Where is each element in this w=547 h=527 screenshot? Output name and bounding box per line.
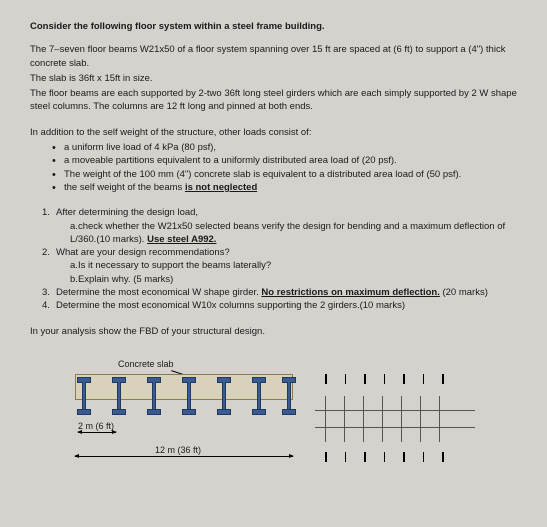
loads-intro: In addition to the self weight of the st… [30,126,517,139]
question-1: 1.After determining the design load, a.c… [42,206,517,246]
beam-icon [255,377,263,415]
tick-icon [345,452,347,462]
question-4: 4.Determine the most economical W10x col… [42,299,517,312]
beam-icon [150,377,158,415]
beam-icon [80,377,88,415]
question-1a: a.check whether the W21x50 selected bean… [70,220,517,247]
tick-icon [403,452,405,462]
beam-icon [220,377,228,415]
questions-list: 1.After determining the design load, a.c… [30,206,517,312]
beam-icon [285,377,293,415]
load-item: the self weight of the beams is not negl… [52,181,517,194]
load-item: The weight of the 100 mm (4") concrete s… [52,168,517,181]
slab-label: Concrete slab [118,358,174,371]
vline-icon [439,396,440,442]
beam-icon [185,377,193,415]
tick-icon [345,374,347,384]
tick-icon [442,374,444,384]
load-item: a uniform live load of 4 kPa (80 psf), [52,141,517,154]
vline-icon [325,396,326,442]
page-title: Consider the following floor system with… [30,20,517,33]
underline-text: is not neglected [185,182,257,193]
vline-icon [344,396,345,442]
tick-icon [325,452,327,462]
final-line: In your analysis show the FBD of your st… [30,325,517,338]
intro-paragraphs: The 7–seven floor beams W21x50 of a floo… [30,43,517,113]
intro-p3: The floor beams are each supported by 2-… [30,87,517,114]
question-2b: b.Explain why. (5 marks) [70,273,517,286]
tick-icon [364,374,366,384]
diagram: Concrete slab 2 m (6 ft) 12 m (36 ft) [30,356,517,466]
intro-p2: The slab is 36ft x 15ft in size. [30,72,517,85]
tick-icon [384,374,386,384]
tick-icon [423,452,425,462]
tick-icon [364,452,366,462]
question-2a: a.Is it necessary to support the beams l… [70,259,517,272]
vline-icon [382,396,383,442]
tick-icon [442,452,444,462]
dimension-arrow-icon [78,432,116,433]
tick-icon [403,374,405,384]
vline-icon [401,396,402,442]
beam-icon [115,377,123,415]
vline-icon [420,396,421,442]
tick-icon [325,374,327,384]
tick-icon [384,452,386,462]
hline-icon [315,427,475,428]
dimension-2m: 2 m (6 ft) [78,420,114,433]
question-2: 2.What are your design recommendations? … [42,246,517,286]
dimension-arrow-icon [75,456,293,457]
hline-icon [315,410,475,411]
vline-icon [363,396,364,442]
question-3: 3.Determine the most economical W shape … [42,286,517,299]
load-item: a moveable partitions equivalent to a un… [52,154,517,167]
intro-p1: The 7–seven floor beams W21x50 of a floo… [30,43,517,70]
tick-icon [423,374,425,384]
dimension-12m: 12 m (36 ft) [155,444,201,457]
loads-list: a uniform live load of 4 kPa (80 psf), a… [30,141,517,194]
